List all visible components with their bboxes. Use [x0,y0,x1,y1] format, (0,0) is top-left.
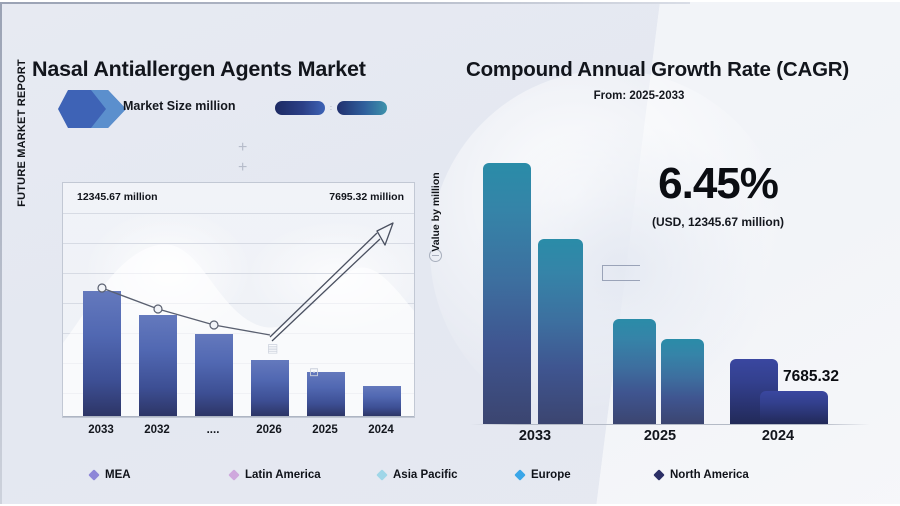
x-label-2026: 2026 [256,424,282,436]
bar-2025-lower [661,339,704,424]
x-label-dots: .... [206,424,220,436]
y-axis-label-right: Value by million [430,172,442,252]
panel-left-border [0,2,2,504]
growth-arrow-icon [269,222,394,342]
legend-marker-icon [514,469,526,481]
cagr-title: Compound Annual Growth Rate (CAGR) [466,58,850,81]
right-x-label-2025: 2025 [643,428,677,444]
x-label-2032: 2032 [144,424,170,436]
gridline [63,303,414,304]
legend-label: Latin America [245,469,321,481]
x-label-2024: 2024 [368,424,394,436]
gridline [63,213,414,214]
legend-label: MEA [105,469,131,481]
market-size-label: Market Size million [123,99,236,113]
bar-2032 [139,315,177,416]
panel-top-border [0,2,690,4]
bar-2025 [307,372,345,416]
bar-2033 [83,291,121,416]
bar-2033-upper [483,163,531,424]
legend-item-latin-america[interactable]: Latin America [228,469,321,481]
value-label-right: 7695.32 million [329,191,404,203]
legend-pill-secondary [336,101,387,115]
y-axis-label-left: FUTURE MARKET REPORT [16,59,28,207]
legend-label: Europe [531,469,571,481]
legend-item-europe[interactable]: Europe [514,469,571,481]
right-x-label-2033: 2033 [518,428,552,444]
legend-pill-primary [275,101,325,115]
plus-icon: + [238,139,248,156]
bar-value-2024: 7685.32 [783,368,840,385]
x-label-2025: 2025 [312,424,338,436]
legend-marker-icon [228,469,240,481]
bar-2026 [251,360,289,416]
chart-legend: MEA Latin America Asia Pacific Europe No… [0,455,900,495]
legend-item-north-america[interactable]: North America [653,469,749,481]
connector-stub [602,265,640,281]
bar-2025-upper [613,319,656,424]
widget-icon: ⊡ [309,365,320,379]
legend-marker-icon [88,469,100,481]
minus-circle-icon [429,249,442,262]
cagr-value: 6.45% [658,159,779,208]
hexagon-logo-icon [58,90,128,128]
gridline [63,243,414,244]
cagr-subtitle: From: 2025-2033 [593,90,685,102]
plus-icon: + [238,159,248,176]
calendar-icon: ▤ [267,341,279,355]
right-bar-chart: 7685.32 2033 2025 2024 [460,150,880,444]
x-axis-line [63,416,414,417]
right-x-label-2024: 2024 [761,428,795,444]
right-x-axis-line [470,423,870,425]
x-label-2033: 2033 [88,424,114,436]
legend-item-asia-pacific[interactable]: Asia Pacific [376,469,458,481]
legend-marker-icon [376,469,388,481]
value-label-left: 12345.67 million [77,191,158,203]
trend-line [97,283,271,336]
legend-pill-separator: : [330,104,332,112]
bar-2024-lower [760,391,828,424]
page-title: Nasal Antiallergen Agents Market [32,57,366,81]
legend-marker-icon [653,469,665,481]
bar-2033-lower [538,239,583,424]
cagr-note: (USD, 12345.67 million) [651,215,785,229]
legend-pills: : [275,101,387,115]
gridline [63,273,414,274]
legend-label: North America [670,469,749,481]
left-bar-chart: ▤ ⊡ 12345.67 million 7695.32 million [62,182,415,418]
legend-label: Asia Pacific [393,469,458,481]
bars-layer [63,210,414,416]
left-chart-x-labels: 2033 2032 .... 2026 2025 2024 [62,424,415,444]
legend-item-mea[interactable]: MEA [88,469,131,481]
bar-2024 [363,386,401,416]
bar-dots [195,334,233,416]
